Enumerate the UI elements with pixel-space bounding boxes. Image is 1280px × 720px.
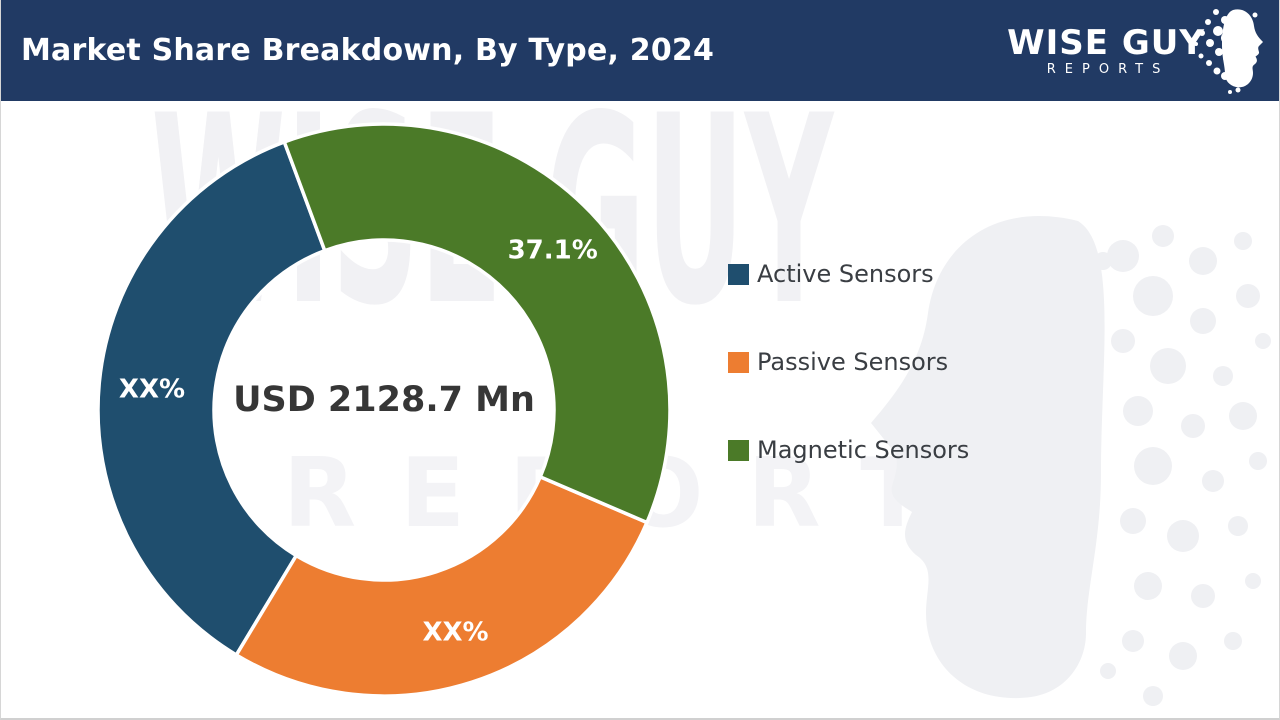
donut-center-value: USD 2128.7 Mn: [233, 380, 535, 420]
legend-label: Active Sensors: [757, 260, 934, 288]
chart-title: Market Share Breakdown, By Type, 2024: [21, 33, 715, 68]
legend-label: Magnetic Sensors: [757, 436, 970, 464]
logo-subtitle: REPORTS: [1046, 61, 1170, 77]
legend-item-magnetic-sensors: Magnetic Sensors: [728, 436, 970, 464]
legend: Active Sensors Passive Sensors Magnetic …: [728, 260, 970, 464]
wiseguy-logo: WISE GUY REPORTS: [1007, 5, 1265, 97]
logo-wordmark: WISE GUY: [1007, 22, 1205, 63]
legend-item-passive-sensors: Passive Sensors: [728, 348, 969, 376]
slice-active-sensors: [96, 140, 327, 657]
legend-swatch-passive-sensors: [728, 351, 749, 373]
watermark-face-icon: [871, 216, 1271, 706]
slice-value-passive-sensors: XX%: [422, 618, 488, 648]
slice-value-magnetic-sensors: 37.1%: [508, 235, 598, 265]
slice-value-active-sensors: XX%: [119, 374, 185, 404]
logo-face-icon: [1194, 8, 1263, 94]
slice-magnetic-sensors: [282, 122, 672, 525]
legend-swatch-active-sensors: [728, 263, 749, 285]
header-bar: Market Share Breakdown, By Type, 2024 WI…: [1, 0, 1279, 101]
slice-passive-sensors: [234, 475, 649, 698]
legend-label: Passive Sensors: [757, 348, 949, 376]
legend-swatch-magnetic-sensors: [728, 439, 749, 461]
legend-item-active-sensors: Active Sensors: [728, 260, 969, 288]
